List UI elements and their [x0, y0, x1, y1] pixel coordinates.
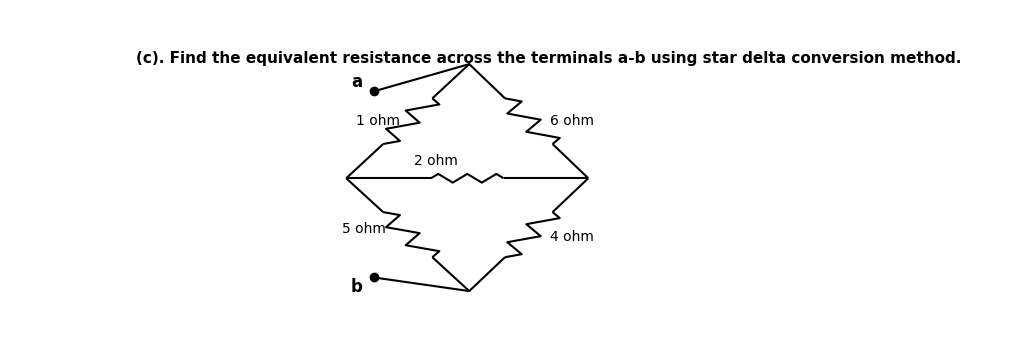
- Text: b: b: [350, 278, 362, 296]
- Text: 2 ohm: 2 ohm: [414, 154, 458, 168]
- Text: 5 ohm: 5 ohm: [342, 222, 386, 236]
- Text: 6 ohm: 6 ohm: [551, 114, 594, 128]
- Text: a: a: [351, 73, 362, 91]
- Text: 4 ohm: 4 ohm: [551, 231, 594, 244]
- Text: (c). Find the equivalent resistance across the terminals a-b using star delta co: (c). Find the equivalent resistance acro…: [136, 50, 962, 66]
- Text: 1 ohm: 1 ohm: [355, 114, 399, 128]
